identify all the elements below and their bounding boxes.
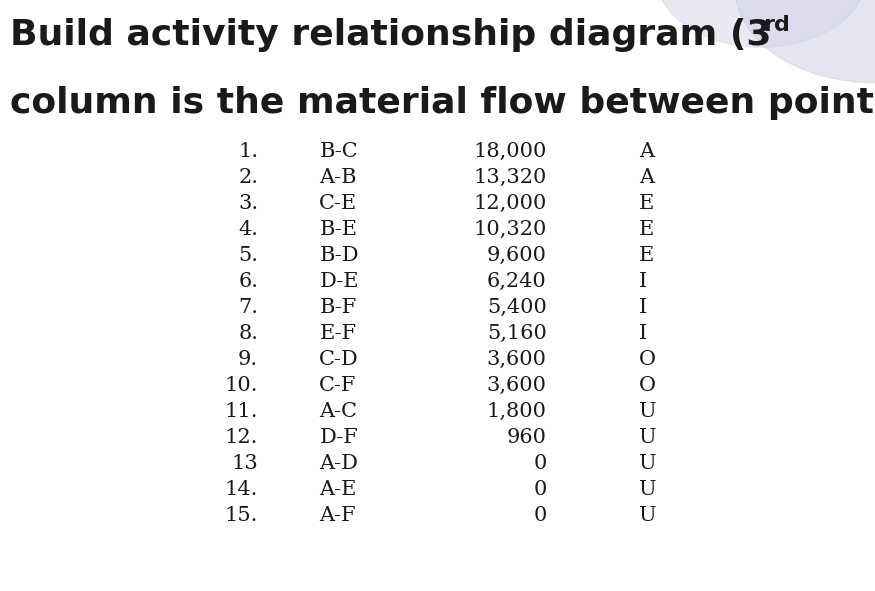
Text: U: U [639,480,656,499]
Text: U: U [639,402,656,421]
Text: A-C: A-C [319,402,357,421]
Text: I: I [639,298,647,317]
Text: 10,320: 10,320 [473,220,547,239]
Text: U: U [639,428,656,447]
Text: 6.: 6. [238,272,258,291]
Text: 11.: 11. [225,402,258,421]
Text: 10.: 10. [225,376,258,395]
Text: 960: 960 [507,428,547,447]
Text: A-D: A-D [319,454,359,473]
Text: Build activity relationship diagram (3: Build activity relationship diagram (3 [10,18,772,52]
Text: D-E: D-E [319,272,359,291]
Text: 13: 13 [231,454,258,473]
Text: I: I [639,324,647,343]
Text: E: E [639,220,654,239]
Text: C-E: C-E [319,194,358,213]
Text: 3,600: 3,600 [487,350,547,369]
Text: 5,400: 5,400 [487,298,547,317]
Text: 9,600: 9,600 [487,246,547,265]
Text: A-F: A-F [319,506,356,525]
Text: D-F: D-F [319,428,358,447]
Text: A: A [639,142,654,161]
Text: 18,000: 18,000 [473,142,547,161]
Text: 0: 0 [534,506,547,525]
Text: rd: rd [763,15,790,35]
Text: O: O [639,376,655,395]
Text: C-F: C-F [319,376,357,395]
Text: 15.: 15. [225,506,258,525]
Text: B-D: B-D [319,246,359,265]
Text: A-B: A-B [319,168,357,187]
Text: E: E [639,246,654,265]
Text: 8.: 8. [238,324,258,343]
Text: E-F: E-F [319,324,356,343]
Text: 12,000: 12,000 [473,194,547,213]
Circle shape [656,0,866,47]
Text: C-D: C-D [319,350,359,369]
Text: 3,600: 3,600 [487,376,547,395]
Text: 5.: 5. [238,246,258,265]
Text: 0: 0 [534,480,547,499]
Text: B-C: B-C [319,142,358,161]
Text: 3.: 3. [238,194,258,213]
Text: 9.: 9. [238,350,258,369]
Text: B-F: B-F [319,298,357,317]
Text: 6,240: 6,240 [487,272,547,291]
Text: 2.: 2. [238,168,258,187]
Text: U: U [639,454,656,473]
Text: U: U [639,506,656,525]
Text: 14.: 14. [225,480,258,499]
Text: E: E [639,194,654,213]
Text: 5,160: 5,160 [487,324,547,343]
Text: 4.: 4. [238,220,258,239]
Text: I: I [639,272,647,291]
Text: 1.: 1. [238,142,258,161]
Text: column is the material flow between points:: column is the material flow between poin… [10,86,875,120]
Circle shape [735,0,875,83]
Text: 7.: 7. [238,298,258,317]
Text: 0: 0 [534,454,547,473]
Text: 1,800: 1,800 [487,402,547,421]
Text: B-E: B-E [319,220,357,239]
Text: 12.: 12. [225,428,258,447]
Text: A-E: A-E [319,480,357,499]
Text: 13,320: 13,320 [473,168,547,187]
Text: O: O [639,350,655,369]
Text: A: A [639,168,654,187]
